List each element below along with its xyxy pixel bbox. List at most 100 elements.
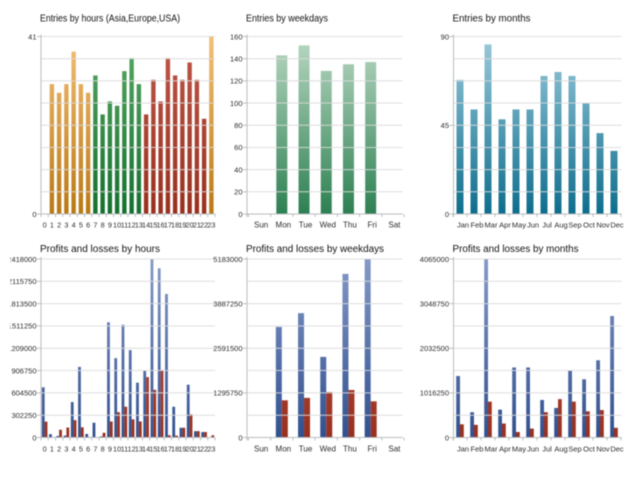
svg-text:Nov: Nov xyxy=(596,220,610,229)
svg-text:17: 17 xyxy=(164,445,172,454)
svg-text:23: 23 xyxy=(207,220,215,229)
svg-text:Dec: Dec xyxy=(610,445,624,454)
svg-text:4: 4 xyxy=(72,445,76,454)
svg-text:0: 0 xyxy=(238,210,242,219)
svg-text:Sat: Sat xyxy=(388,445,401,454)
svg-text:20: 20 xyxy=(186,445,194,454)
svg-text:0: 0 xyxy=(43,220,47,229)
svg-text:100: 100 xyxy=(230,99,243,108)
svg-text:23: 23 xyxy=(207,445,215,454)
svg-text:Mar: Mar xyxy=(485,220,498,229)
svg-text:1813500: 1813500 xyxy=(7,299,36,308)
svg-text:1511250: 1511250 xyxy=(8,322,37,331)
svg-text:7: 7 xyxy=(93,445,97,454)
svg-text:604500: 604500 xyxy=(11,389,36,398)
svg-text:Aug: Aug xyxy=(554,445,567,454)
svg-text:18: 18 xyxy=(171,445,179,454)
svg-text:1016250: 1016250 xyxy=(420,389,449,398)
svg-text:Sat: Sat xyxy=(388,220,401,229)
svg-text:60: 60 xyxy=(234,143,242,152)
svg-text:Feb: Feb xyxy=(471,220,484,229)
svg-text:10: 10 xyxy=(113,220,121,229)
svg-text:Profits and losses by weekdays: Profits and losses by weekdays xyxy=(246,244,384,255)
svg-text:Wed: Wed xyxy=(320,445,336,454)
svg-text:12: 12 xyxy=(128,220,136,229)
svg-text:120: 120 xyxy=(230,77,243,86)
svg-text:2: 2 xyxy=(57,445,61,454)
svg-text:Sep: Sep xyxy=(568,445,581,454)
svg-text:14: 14 xyxy=(142,220,150,229)
svg-text:Apr: Apr xyxy=(499,220,511,229)
svg-text:Entries by months: Entries by months xyxy=(453,14,531,25)
svg-text:3: 3 xyxy=(64,445,68,454)
svg-text:Mon: Mon xyxy=(276,445,292,454)
svg-text:41: 41 xyxy=(28,32,36,41)
svg-text:11: 11 xyxy=(121,445,129,454)
svg-text:4: 4 xyxy=(72,220,76,229)
svg-text:906750: 906750 xyxy=(11,366,36,375)
svg-text:22: 22 xyxy=(200,220,208,229)
svg-text:Tue: Tue xyxy=(299,445,313,454)
svg-text:Apr: Apr xyxy=(499,445,511,454)
svg-text:45: 45 xyxy=(441,121,449,130)
svg-text:160: 160 xyxy=(230,32,243,41)
svg-text:9: 9 xyxy=(108,445,112,454)
svg-text:3: 3 xyxy=(64,220,68,229)
svg-text:6: 6 xyxy=(86,220,90,229)
svg-text:Feb: Feb xyxy=(471,445,484,454)
svg-text:May: May xyxy=(512,445,526,454)
svg-text:3887250: 3887250 xyxy=(213,299,242,308)
svg-text:Tue: Tue xyxy=(299,220,313,229)
svg-text:Jul: Jul xyxy=(542,445,552,454)
svg-text:16: 16 xyxy=(157,445,165,454)
svg-text:8: 8 xyxy=(101,220,105,229)
svg-text:Wed: Wed xyxy=(320,220,336,229)
svg-text:18: 18 xyxy=(171,220,179,229)
svg-text:0: 0 xyxy=(445,433,449,442)
svg-text:Fri: Fri xyxy=(368,220,378,229)
svg-text:Oct: Oct xyxy=(583,445,596,454)
svg-text:Mar: Mar xyxy=(485,445,498,454)
svg-text:Oct: Oct xyxy=(583,220,596,229)
svg-text:2418000: 2418000 xyxy=(7,255,36,264)
svg-text:13: 13 xyxy=(135,220,143,229)
svg-text:1209000: 1209000 xyxy=(7,344,36,353)
svg-text:9: 9 xyxy=(108,220,112,229)
svg-text:0: 0 xyxy=(43,445,47,454)
svg-text:302250: 302250 xyxy=(11,411,36,420)
svg-text:4065000: 4065000 xyxy=(420,255,449,264)
svg-text:7: 7 xyxy=(93,220,97,229)
svg-text:90: 90 xyxy=(441,32,449,41)
svg-text:May: May xyxy=(512,220,526,229)
svg-text:Thu: Thu xyxy=(343,220,357,229)
svg-text:Profits and losses by months: Profits and losses by months xyxy=(453,244,579,255)
svg-text:1: 1 xyxy=(50,445,54,454)
svg-text:5: 5 xyxy=(79,445,83,454)
svg-text:22: 22 xyxy=(200,445,208,454)
svg-text:8: 8 xyxy=(101,445,105,454)
svg-text:Profits and losses by hours: Profits and losses by hours xyxy=(40,244,160,255)
svg-text:Jan: Jan xyxy=(457,220,469,229)
svg-text:10: 10 xyxy=(113,445,121,454)
svg-text:6: 6 xyxy=(86,445,90,454)
svg-text:40: 40 xyxy=(234,165,242,174)
svg-text:21: 21 xyxy=(193,220,201,229)
svg-text:0: 0 xyxy=(32,210,36,219)
svg-text:11: 11 xyxy=(121,220,129,229)
svg-text:Nov: Nov xyxy=(596,445,610,454)
svg-text:Entries by hours (Asia,Europe,: Entries by hours (Asia,Europe,USA) xyxy=(40,14,180,25)
svg-text:12: 12 xyxy=(128,445,136,454)
svg-text:Sun: Sun xyxy=(254,445,268,454)
svg-text:Thu: Thu xyxy=(343,445,357,454)
svg-text:80: 80 xyxy=(234,121,242,130)
svg-text:Jan: Jan xyxy=(457,445,469,454)
svg-text:17: 17 xyxy=(164,220,172,229)
svg-text:Fri: Fri xyxy=(368,445,378,454)
svg-text:Sun: Sun xyxy=(254,220,268,229)
svg-text:15: 15 xyxy=(149,220,157,229)
svg-text:3048750: 3048750 xyxy=(420,299,449,308)
svg-text:Jun: Jun xyxy=(527,445,539,454)
svg-text:Jul: Jul xyxy=(542,220,552,229)
svg-text:Aug: Aug xyxy=(554,220,567,229)
svg-text:5183000: 5183000 xyxy=(213,255,242,264)
